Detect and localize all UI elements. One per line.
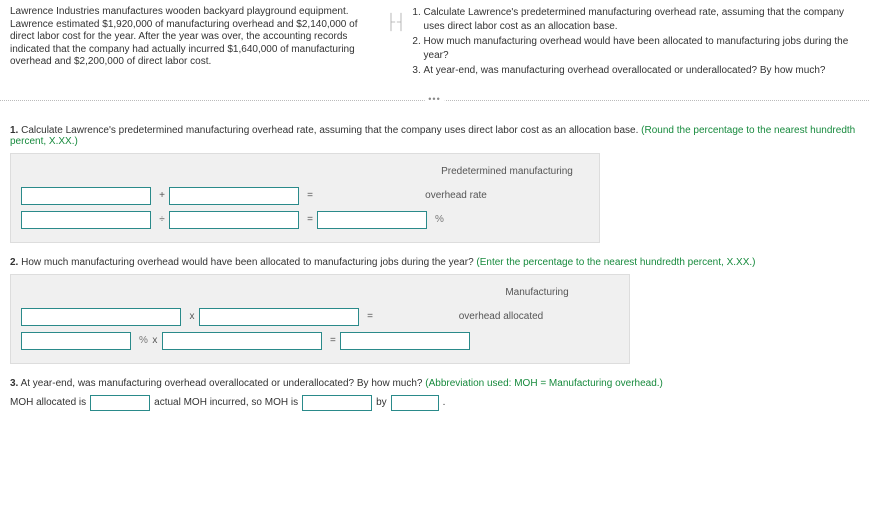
section1-heading: 1. Calculate Lawrence's predetermined ma…: [10, 125, 859, 147]
section2-label-top: Manufacturing: [449, 287, 619, 298]
s3-input-a[interactable]: [90, 395, 150, 411]
section3-row: MOH allocated is actual MOH incurred, so…: [10, 395, 859, 431]
section3-heading: 3. At year-end, was manufacturing overhe…: [10, 378, 859, 389]
section3-text: At year-end, was manufacturing overhead …: [21, 378, 423, 389]
column-divider: [384, 6, 408, 80]
s3-text-2: actual MOH incurred, so MOH is: [154, 397, 298, 408]
section1-text: Calculate Lawrence's predetermined manuf…: [21, 125, 638, 136]
s1-op-div: ÷: [155, 214, 169, 225]
s1-denominator-input[interactable]: [169, 187, 299, 205]
s3-input-c[interactable]: [391, 395, 439, 411]
s3-text-3: by: [376, 397, 387, 408]
s1-equals-2: =: [303, 214, 317, 225]
s1-input-d[interactable]: [169, 211, 299, 229]
s2-op-mul-2: x: [148, 335, 162, 346]
problem-statement: Lawrence Industries manufactures wooden …: [10, 6, 384, 80]
question-list: Calculate Lawrence's predetermined manuf…: [408, 6, 859, 80]
section3-hint: (Abbreviation used: MOH = Manufacturing …: [425, 378, 663, 389]
s1-pct: %: [431, 214, 444, 225]
s2-result-input[interactable]: [340, 332, 470, 350]
section1-label-bottom: overhead rate: [317, 190, 589, 201]
section1-num: 1.: [10, 125, 18, 136]
problem-header: Lawrence Industries manufactures wooden …: [0, 0, 869, 90]
s2-pct: %: [135, 335, 148, 346]
s1-result-input[interactable]: [317, 211, 427, 229]
s2-equals-2: =: [326, 335, 340, 346]
s2-op-mul-1: x: [185, 311, 199, 322]
s2-equals-1: =: [363, 311, 377, 322]
s2-input-c[interactable]: [21, 332, 131, 350]
section1-label-top: Predetermined manufacturing: [419, 166, 589, 177]
s2-input-a[interactable]: [21, 308, 181, 326]
section2-hint: (Enter the percentage to the nearest hun…: [476, 257, 755, 268]
section3-num: 3.: [10, 378, 18, 389]
section1-panel: Predetermined manufacturing + = overhead…: [10, 153, 600, 243]
header-q2: How much manufacturing overhead would ha…: [424, 35, 859, 62]
s3-text-1: MOH allocated is: [10, 397, 86, 408]
s2-input-b[interactable]: [199, 308, 359, 326]
section2-label-bottom: overhead allocated: [377, 311, 619, 322]
s3-text-4: .: [443, 397, 446, 408]
s1-equals-1: =: [303, 190, 317, 201]
section2-heading: 2. How much manufacturing overhead would…: [10, 257, 859, 268]
s3-input-b[interactable]: [302, 395, 372, 411]
s1-numerator-input[interactable]: [21, 187, 151, 205]
header-q3: At year-end, was manufacturing overhead …: [424, 64, 859, 78]
s1-op-blank: +: [155, 190, 169, 201]
s2-input-d[interactable]: [162, 332, 322, 350]
section2-num: 2.: [10, 257, 18, 268]
s1-input-c[interactable]: [21, 211, 151, 229]
divider-dots-icon: •••: [424, 94, 444, 104]
section2-text: How much manufacturing overhead would ha…: [21, 257, 474, 268]
header-q1: Calculate Lawrence's predetermined manuf…: [424, 6, 859, 33]
section2-panel: Manufacturing x = overhead allocated % x…: [10, 274, 630, 364]
